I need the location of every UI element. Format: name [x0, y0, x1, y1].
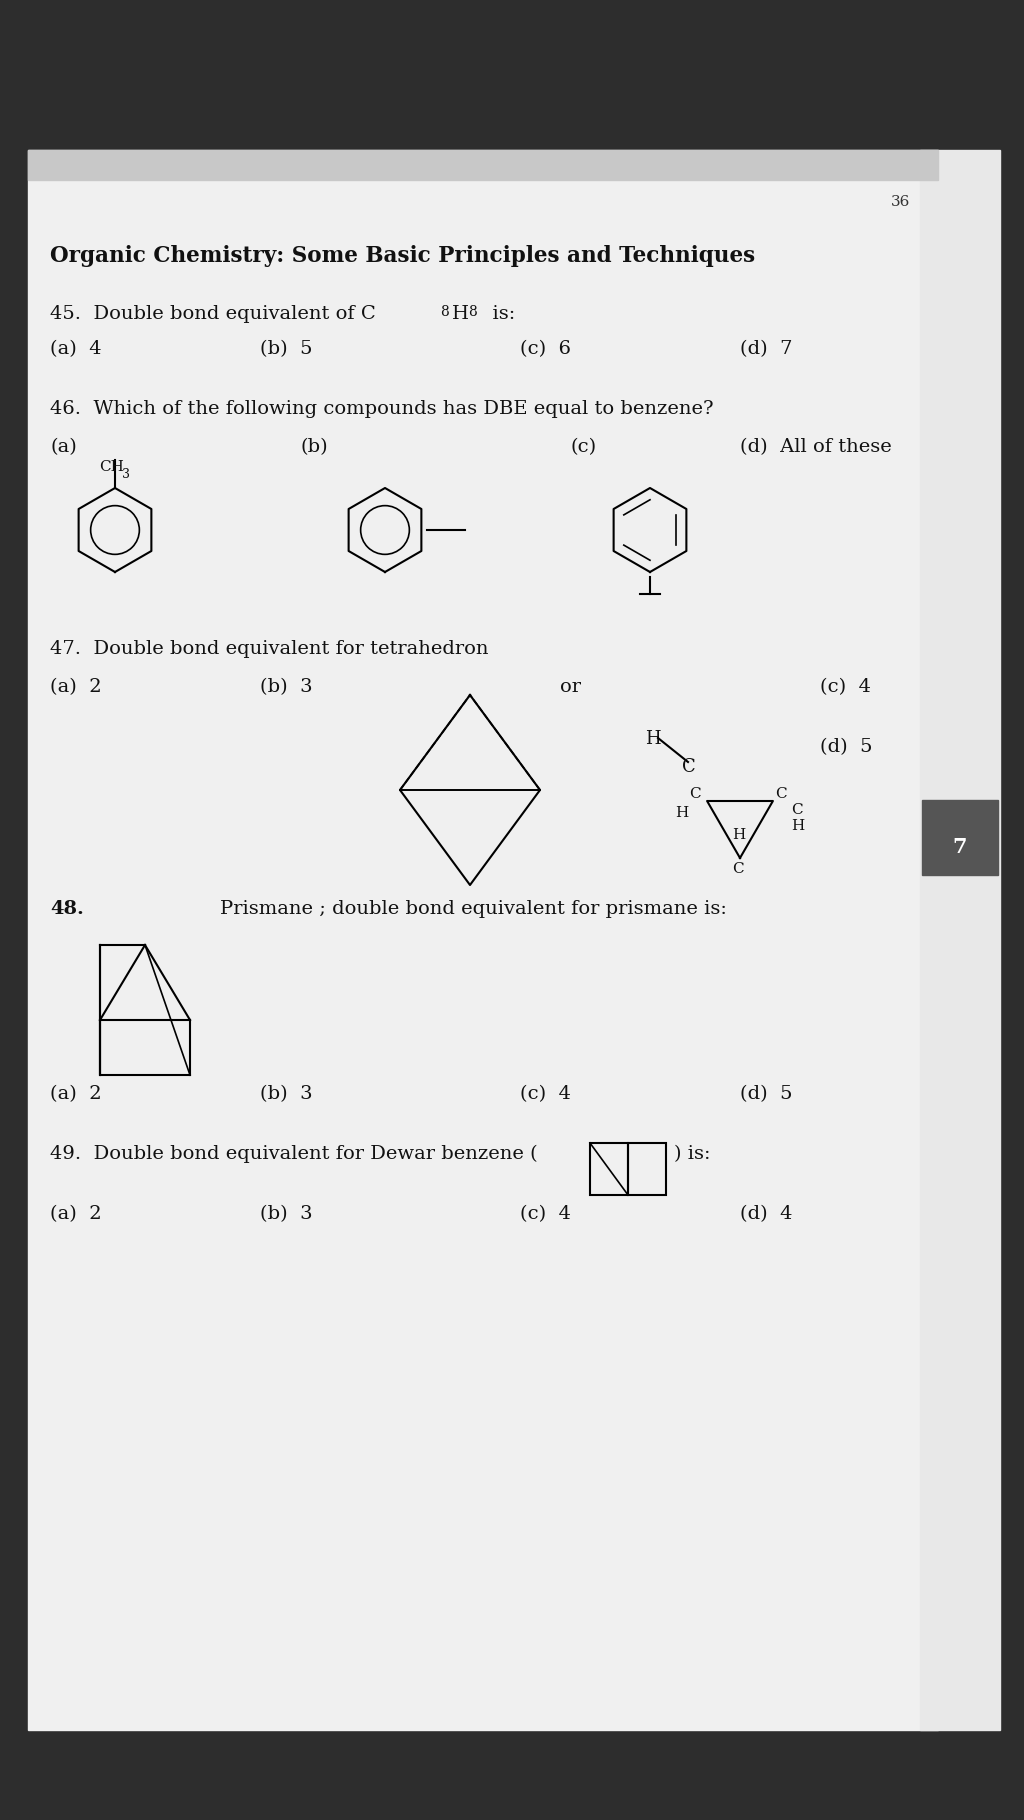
Text: (c)  4: (c) 4 — [520, 1085, 571, 1103]
Text: 48.: 48. — [50, 901, 84, 917]
Text: (a): (a) — [50, 439, 77, 457]
Text: H: H — [452, 306, 469, 322]
Text: C: C — [791, 803, 803, 817]
Text: (d)  4: (d) 4 — [740, 1205, 793, 1223]
Text: (d)  All of these: (d) All of these — [740, 439, 892, 457]
Bar — [628, 1143, 666, 1196]
Text: 3: 3 — [122, 468, 130, 480]
Text: (b)  5: (b) 5 — [260, 340, 312, 359]
Text: 45.  Double bond equivalent of C: 45. Double bond equivalent of C — [50, 306, 376, 322]
Bar — [920, 149, 1000, 1731]
Text: H: H — [645, 730, 660, 748]
Text: H: H — [675, 806, 688, 821]
Text: (c)  6: (c) 6 — [520, 340, 571, 359]
Text: (a)  2: (a) 2 — [50, 1205, 101, 1223]
Text: (a)  2: (a) 2 — [50, 1085, 101, 1103]
Text: (d)  5: (d) 5 — [820, 737, 872, 755]
Text: (c)  4: (c) 4 — [520, 1205, 571, 1223]
Bar — [590, 1143, 628, 1196]
Text: Prismane ; double bond equivalent for prismane is:: Prismane ; double bond equivalent for pr… — [220, 901, 727, 917]
Text: 8: 8 — [468, 306, 477, 318]
Text: (d)  7: (d) 7 — [740, 340, 793, 359]
Text: 36: 36 — [891, 195, 910, 209]
Text: H: H — [732, 828, 745, 843]
Text: (c)  4: (c) 4 — [820, 679, 871, 695]
Text: is:: is: — [480, 306, 515, 322]
Text: 49.  Double bond equivalent for Dewar benzene (: 49. Double bond equivalent for Dewar ben… — [50, 1145, 538, 1163]
Text: (a)  2: (a) 2 — [50, 679, 101, 695]
Bar — [28, 149, 938, 1731]
Text: ) is:: ) is: — [674, 1145, 711, 1163]
Text: C: C — [689, 786, 700, 801]
Text: 7: 7 — [952, 837, 968, 857]
Text: (b)  3: (b) 3 — [260, 1205, 312, 1223]
Text: (b)  3: (b) 3 — [260, 1085, 312, 1103]
Text: C: C — [732, 863, 743, 875]
Text: C: C — [775, 786, 786, 801]
Text: or: or — [560, 679, 581, 695]
Text: CH: CH — [99, 460, 124, 473]
Text: (d)  5: (d) 5 — [740, 1085, 793, 1103]
Text: C: C — [682, 757, 695, 775]
Text: (a)  4: (a) 4 — [50, 340, 101, 359]
Text: 8: 8 — [440, 306, 449, 318]
Text: H: H — [791, 819, 804, 834]
Text: 47.  Double bond equivalent for tetrahedron: 47. Double bond equivalent for tetrahedr… — [50, 641, 488, 659]
Text: (b): (b) — [300, 439, 328, 457]
Bar — [28, 149, 938, 180]
Text: (c): (c) — [570, 439, 596, 457]
Text: 46.  Which of the following compounds has DBE equal to benzene?: 46. Which of the following compounds has… — [50, 400, 714, 419]
Text: (b)  3: (b) 3 — [260, 679, 312, 695]
Bar — [0, 0, 1024, 369]
Text: Organic Chemistry: Some Basic Principles and Techniques: Organic Chemistry: Some Basic Principles… — [50, 246, 755, 268]
Bar — [922, 801, 998, 875]
